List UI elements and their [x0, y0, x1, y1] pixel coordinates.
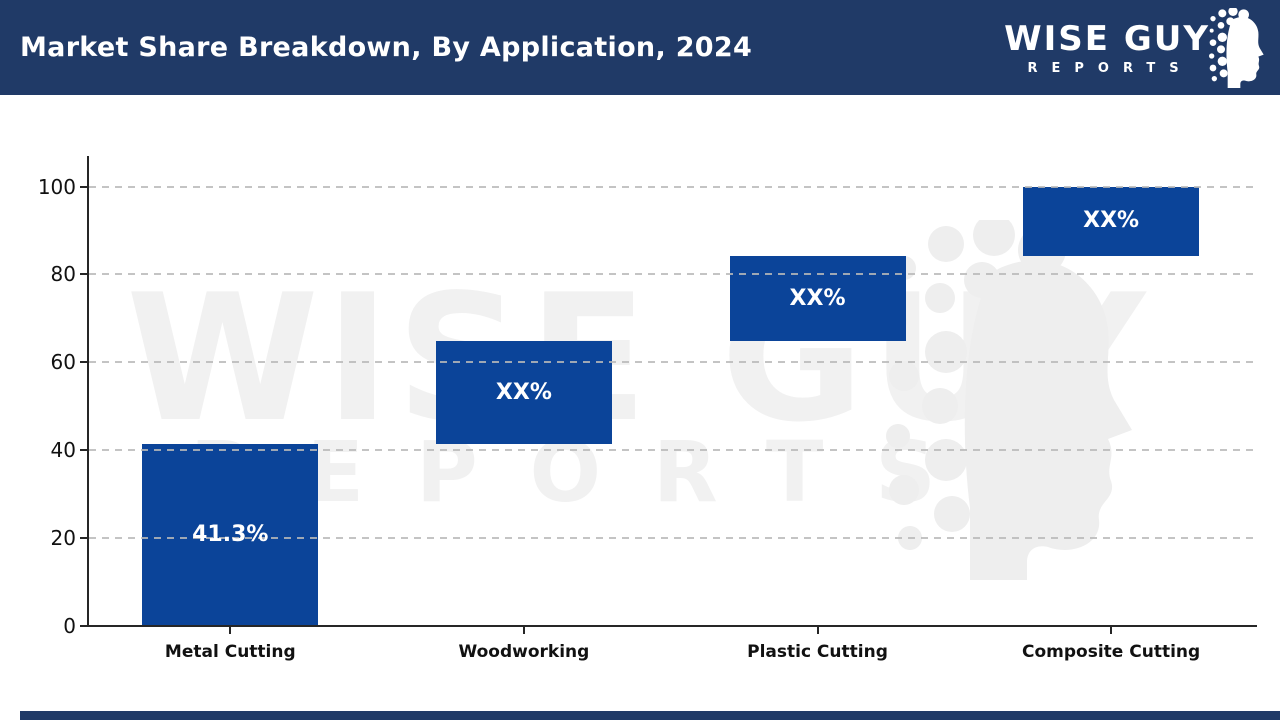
x-category-label-plastic-cutting: Plastic Cutting	[747, 642, 888, 662]
bar-value-label-woodworking: XX%	[495, 379, 552, 405]
y-tick-mark	[80, 448, 88, 451]
y-tick-mark	[80, 273, 88, 276]
gridline-20	[89, 536, 1256, 539]
bar-plastic-cutting	[729, 255, 906, 342]
logo-wordmark: WISE GUY	[1004, 18, 1210, 59]
x-tick-mark	[229, 627, 232, 634]
y-tick-mark	[80, 185, 88, 188]
x-axis-spine	[87, 625, 1257, 627]
footer-bar	[20, 711, 1280, 720]
gridline-40	[89, 448, 1256, 451]
y-tick-label: 60	[50, 350, 76, 375]
x-tick-mark	[1110, 627, 1113, 634]
logo-text: WISE GUY REPORTS	[1004, 22, 1210, 75]
y-tick-mark	[80, 361, 88, 364]
y-tick-label: 0	[63, 613, 76, 638]
header-bar: Market Share Breakdown, By Application, …	[0, 0, 1280, 95]
gridline-60	[89, 361, 1256, 364]
y-tick-mark	[80, 536, 88, 539]
x-category-label-composite-cutting: Composite Cutting	[1022, 642, 1201, 662]
gridline-100	[89, 185, 1256, 188]
bar-woodworking	[435, 341, 612, 445]
y-axis-spine	[87, 156, 89, 627]
bar-composite-cutting	[1023, 186, 1200, 256]
gridline-80	[89, 273, 1256, 276]
y-tick-label: 20	[50, 525, 76, 550]
bar-value-label-metal-cutting: 41.3%	[192, 521, 269, 547]
y-tick-mark	[80, 624, 88, 627]
bar-metal-cutting	[142, 444, 319, 626]
logo-face-icon	[1209, 8, 1264, 88]
y-tick-label: 80	[50, 262, 76, 287]
x-category-label-woodworking: Woodworking	[458, 642, 590, 662]
bar-value-label-composite-cutting: XX%	[1083, 208, 1140, 234]
logo-subtitle: REPORTS	[1027, 60, 1193, 76]
bar-value-label-plastic-cutting: XX%	[789, 285, 846, 311]
x-category-label-metal-cutting: Metal Cutting	[164, 642, 296, 662]
x-tick-mark	[522, 627, 525, 634]
y-tick-label: 100	[37, 174, 76, 199]
x-tick-mark	[816, 627, 819, 634]
wise-guy-reports-logo: WISE GUY REPORTS	[1004, 6, 1266, 90]
y-tick-label: 40	[50, 437, 76, 462]
chart-title: Market Share Breakdown, By Application, …	[20, 32, 753, 63]
